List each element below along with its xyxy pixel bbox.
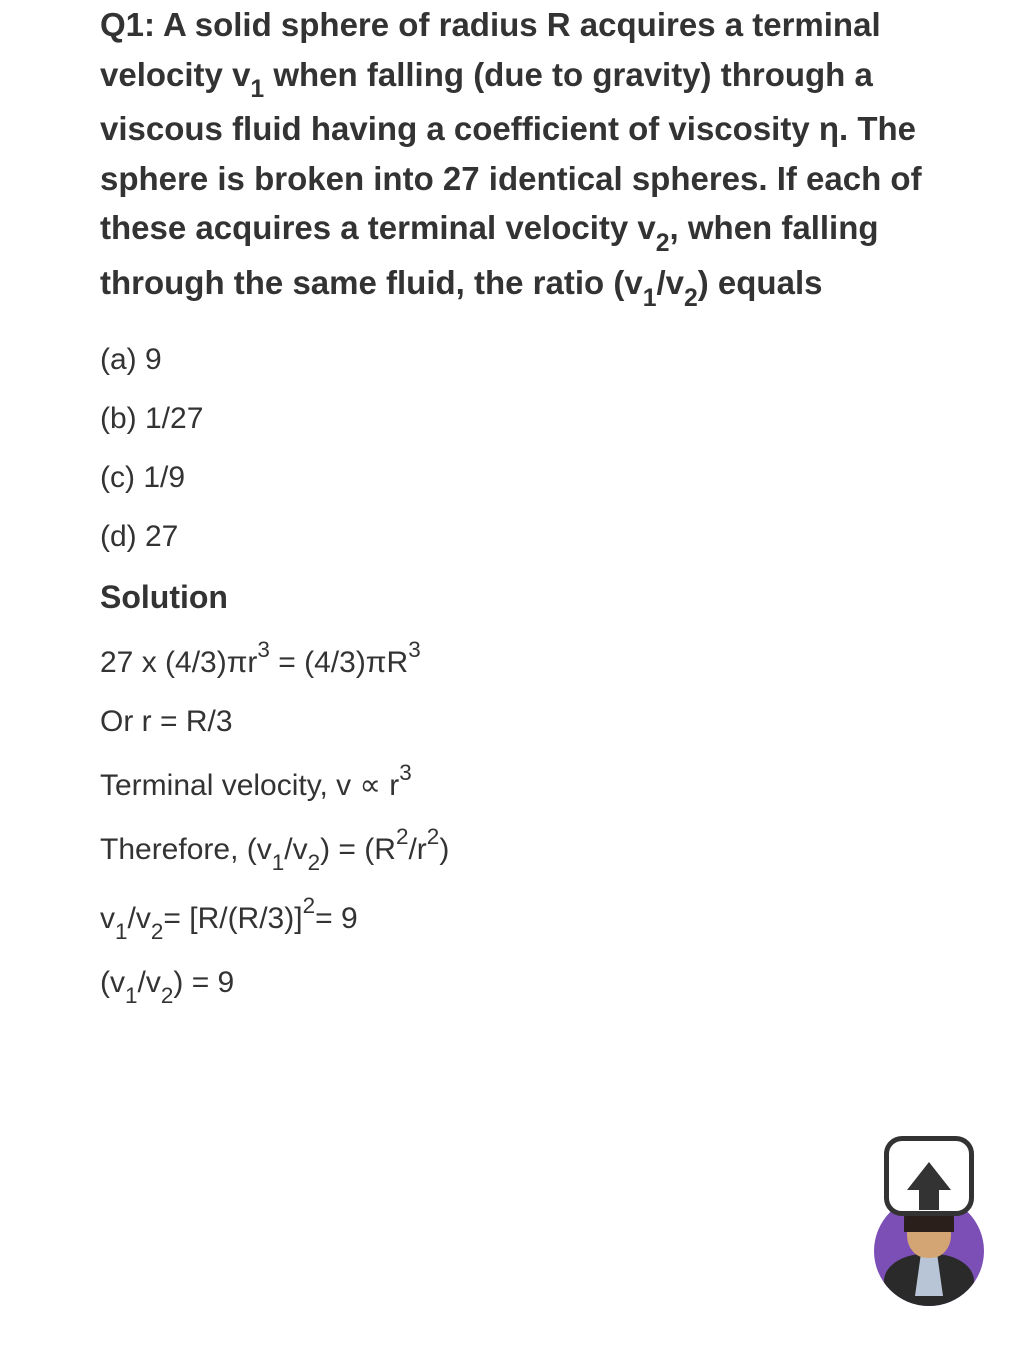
sol5-p1: v bbox=[100, 902, 115, 935]
sol6-sub2: 2 bbox=[161, 983, 174, 1008]
solution-line-6: (v1/v2) = 9 bbox=[100, 966, 964, 1005]
option-c: (c) 1/9 bbox=[100, 461, 964, 495]
sol1-sup2: 3 bbox=[408, 637, 421, 662]
sol6-p2: /v bbox=[138, 966, 161, 999]
sol4-sup1: 2 bbox=[396, 824, 409, 849]
sol1-sup1: 3 bbox=[257, 637, 270, 662]
sol4-p3: ) = (R bbox=[320, 833, 396, 866]
sol4-sub1: 1 bbox=[272, 850, 285, 875]
solution-line-2: Or r = R/3 bbox=[100, 705, 964, 739]
sol4-sub2: 2 bbox=[308, 850, 321, 875]
subscript-3: 1 bbox=[643, 285, 657, 312]
sol6-p3: ) = 9 bbox=[173, 966, 234, 999]
question-part-4: /v bbox=[656, 264, 684, 301]
sol4-p5: ) bbox=[439, 833, 449, 866]
option-a: (a) 9 bbox=[100, 343, 964, 377]
scroll-top-button[interactable] bbox=[884, 1136, 974, 1216]
solution-heading: Solution bbox=[100, 579, 964, 616]
subscript-1: 1 bbox=[250, 76, 264, 103]
arrow-up-icon bbox=[907, 1162, 951, 1190]
subscript-2: 2 bbox=[656, 230, 670, 257]
solution-line-5: v1/v2= [R/(R/3)]2= 9 bbox=[100, 897, 964, 941]
sol3-sup1: 3 bbox=[399, 760, 412, 785]
question-part-5: ) equals bbox=[698, 264, 823, 301]
solution-line-3: Terminal velocity, v ∝ r3 bbox=[100, 764, 964, 803]
option-b: (b) 1/27 bbox=[100, 402, 964, 436]
sol4-p1: Therefore, (v bbox=[100, 833, 272, 866]
floating-widget bbox=[874, 1136, 984, 1306]
sol5-p3: = [R/(R/3)] bbox=[163, 902, 302, 935]
sol1-p1: 27 x (4/3)πr bbox=[100, 646, 257, 679]
sol5-p2: /v bbox=[128, 902, 151, 935]
sol5-sub1: 1 bbox=[115, 919, 128, 944]
solution-line-1: 27 x (4/3)πr3 = (4/3)πR3 bbox=[100, 641, 964, 680]
sol4-p4: /r bbox=[408, 833, 426, 866]
options-list: (a) 9 (b) 1/27 (c) 1/9 (d) 27 bbox=[100, 343, 964, 554]
question-text: Q1: A solid sphere of radius R acquires … bbox=[100, 0, 964, 313]
sol3-p1: Terminal velocity, v ∝ r bbox=[100, 769, 399, 802]
sol5-sup1: 2 bbox=[303, 893, 316, 918]
sol5-p4: = 9 bbox=[315, 902, 358, 935]
sol6-p1: (v bbox=[100, 966, 125, 999]
solution-line-4: Therefore, (v1/v2) = (R2/r2) bbox=[100, 828, 964, 872]
sol4-sup2: 2 bbox=[427, 824, 440, 849]
sol1-p2: = (4/3)πR bbox=[270, 646, 408, 679]
option-d: (d) 27 bbox=[100, 520, 964, 554]
sol6-sub1: 1 bbox=[125, 983, 138, 1008]
sol4-p2: /v bbox=[284, 833, 307, 866]
subscript-4: 2 bbox=[684, 285, 698, 312]
sol5-sub2: 2 bbox=[151, 919, 164, 944]
